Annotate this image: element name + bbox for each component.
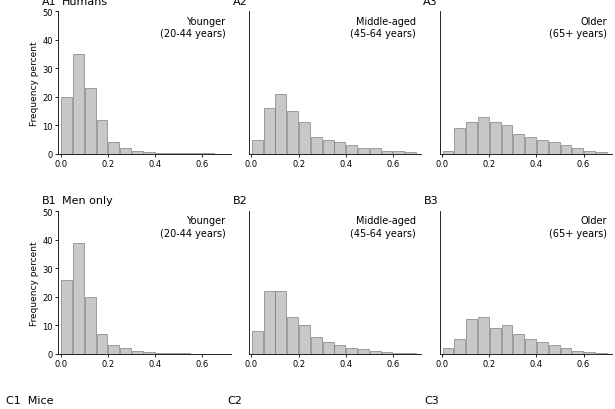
Bar bbox=[370, 149, 381, 154]
Bar bbox=[573, 351, 583, 354]
Text: C2: C2 bbox=[228, 395, 242, 405]
Bar bbox=[525, 339, 536, 354]
Bar bbox=[490, 123, 501, 154]
Bar bbox=[454, 129, 465, 154]
Bar bbox=[299, 123, 310, 154]
Bar bbox=[358, 350, 369, 354]
Bar bbox=[394, 353, 404, 354]
Bar bbox=[311, 337, 322, 354]
Bar bbox=[144, 353, 154, 354]
Bar bbox=[108, 345, 119, 354]
Bar bbox=[73, 243, 84, 354]
Text: Older
(65+ years): Older (65+ years) bbox=[549, 216, 607, 238]
Bar bbox=[394, 152, 404, 154]
Text: Younger
(20-44 years): Younger (20-44 years) bbox=[160, 16, 226, 39]
Bar bbox=[97, 334, 108, 354]
Bar bbox=[156, 353, 167, 354]
Text: A3: A3 bbox=[423, 0, 438, 7]
Bar bbox=[405, 153, 416, 154]
Bar bbox=[478, 117, 489, 154]
Text: Humans: Humans bbox=[62, 0, 108, 7]
Bar bbox=[62, 280, 72, 354]
Text: A2: A2 bbox=[232, 0, 247, 7]
Bar bbox=[382, 353, 392, 354]
Bar bbox=[85, 297, 96, 354]
Bar bbox=[370, 351, 381, 354]
Bar bbox=[120, 348, 131, 354]
Bar bbox=[167, 353, 178, 354]
Bar bbox=[358, 149, 369, 154]
Bar bbox=[264, 109, 274, 154]
Bar bbox=[323, 140, 333, 154]
Bar bbox=[596, 153, 607, 154]
Text: Younger
(20-44 years): Younger (20-44 years) bbox=[160, 216, 226, 238]
Bar bbox=[299, 326, 310, 354]
Bar bbox=[120, 149, 131, 154]
Bar bbox=[560, 348, 571, 354]
Bar bbox=[584, 353, 595, 354]
Bar bbox=[287, 112, 298, 154]
Text: Middle-aged
(45-64 years): Middle-aged (45-64 years) bbox=[351, 216, 416, 238]
Bar bbox=[596, 353, 607, 354]
Y-axis label: Frequency percent: Frequency percent bbox=[31, 41, 39, 126]
Text: C3: C3 bbox=[424, 395, 439, 405]
Bar bbox=[323, 342, 333, 354]
Text: Middle-aged
(45-64 years): Middle-aged (45-64 years) bbox=[351, 16, 416, 39]
Bar bbox=[443, 348, 453, 354]
Bar bbox=[73, 55, 84, 154]
Bar bbox=[549, 345, 560, 354]
Text: A1: A1 bbox=[42, 0, 57, 7]
Bar bbox=[584, 152, 595, 154]
Bar bbox=[156, 153, 167, 154]
Bar bbox=[514, 135, 524, 154]
Bar bbox=[311, 137, 322, 154]
Bar bbox=[335, 345, 345, 354]
Bar bbox=[573, 149, 583, 154]
Bar bbox=[382, 152, 392, 154]
Bar bbox=[478, 317, 489, 354]
Bar bbox=[346, 146, 357, 154]
Text: B1: B1 bbox=[42, 196, 57, 206]
Bar bbox=[335, 143, 345, 154]
Bar bbox=[525, 137, 536, 154]
Bar bbox=[454, 339, 465, 354]
Bar bbox=[537, 140, 548, 154]
Text: Older
(65+ years): Older (65+ years) bbox=[549, 16, 607, 39]
Text: B2: B2 bbox=[232, 196, 247, 206]
Text: B3: B3 bbox=[423, 196, 438, 206]
Bar bbox=[287, 317, 298, 354]
Bar bbox=[108, 143, 119, 154]
Bar bbox=[537, 342, 548, 354]
Bar bbox=[560, 146, 571, 154]
Bar bbox=[346, 348, 357, 354]
Text: C1  Mice: C1 Mice bbox=[6, 395, 54, 405]
Bar bbox=[276, 95, 287, 154]
Bar bbox=[276, 291, 287, 354]
Bar bbox=[264, 291, 274, 354]
Bar bbox=[466, 123, 477, 154]
Text: Men only: Men only bbox=[62, 196, 113, 206]
Bar bbox=[97, 120, 108, 154]
Bar bbox=[490, 328, 501, 354]
Bar bbox=[144, 153, 154, 154]
Bar bbox=[405, 353, 416, 354]
Bar bbox=[466, 320, 477, 354]
Bar bbox=[443, 152, 453, 154]
Bar bbox=[549, 143, 560, 154]
Bar bbox=[501, 126, 512, 154]
Bar bbox=[252, 140, 263, 154]
Bar bbox=[62, 97, 72, 154]
Bar bbox=[132, 152, 143, 154]
Bar bbox=[132, 351, 143, 354]
Y-axis label: Frequency percent: Frequency percent bbox=[31, 240, 39, 325]
Bar bbox=[501, 326, 512, 354]
Bar bbox=[252, 331, 263, 354]
Bar bbox=[514, 334, 524, 354]
Bar bbox=[85, 89, 96, 154]
